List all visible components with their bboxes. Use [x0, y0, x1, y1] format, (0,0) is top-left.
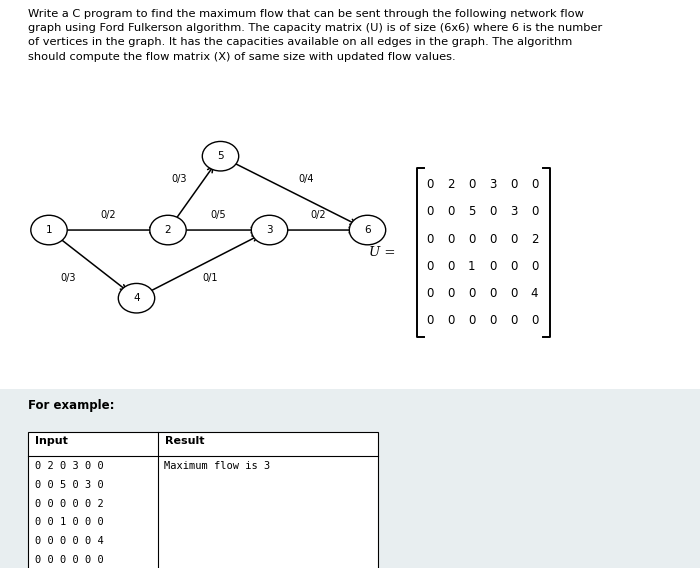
- Text: 0: 0: [468, 287, 475, 300]
- Text: 0/2: 0/2: [101, 210, 116, 220]
- Circle shape: [349, 215, 386, 245]
- Text: 0/3: 0/3: [61, 273, 76, 283]
- Text: 0 0 1 0 0 0: 0 0 1 0 0 0: [35, 517, 104, 528]
- Text: 0: 0: [426, 178, 433, 191]
- Text: 2: 2: [531, 233, 538, 245]
- Circle shape: [251, 215, 288, 245]
- Text: Result: Result: [164, 436, 204, 446]
- Text: 5: 5: [468, 206, 475, 218]
- Text: 0: 0: [531, 178, 538, 191]
- Text: 0/4: 0/4: [299, 174, 314, 184]
- Text: 0: 0: [447, 287, 454, 300]
- Text: 0: 0: [426, 260, 433, 273]
- Text: Maximum flow is 3: Maximum flow is 3: [164, 461, 271, 471]
- Text: 6: 6: [364, 225, 371, 235]
- Text: 0 0 5 0 3 0: 0 0 5 0 3 0: [35, 480, 104, 490]
- Text: 0: 0: [468, 178, 475, 191]
- Text: 0: 0: [531, 206, 538, 218]
- Text: 1: 1: [46, 225, 52, 235]
- Text: 0: 0: [468, 233, 475, 245]
- Text: 3: 3: [489, 178, 496, 191]
- Text: 0: 0: [489, 287, 496, 300]
- Text: 0: 0: [510, 287, 517, 300]
- Text: 0 0 0 0 0 4: 0 0 0 0 0 4: [35, 536, 104, 546]
- Text: 0: 0: [510, 178, 517, 191]
- Text: 5: 5: [217, 151, 224, 161]
- Text: 0: 0: [426, 206, 433, 218]
- Text: 0/5: 0/5: [211, 210, 226, 220]
- Text: 0: 0: [447, 233, 454, 245]
- Text: 0: 0: [489, 260, 496, 273]
- FancyBboxPatch shape: [0, 389, 700, 568]
- Text: 0 0 0 0 0 2: 0 0 0 0 0 2: [35, 499, 104, 509]
- Text: 3: 3: [266, 225, 273, 235]
- Circle shape: [150, 215, 186, 245]
- Text: For example:: For example:: [28, 399, 115, 412]
- Text: 0: 0: [426, 233, 433, 245]
- Text: 0/2: 0/2: [311, 210, 326, 220]
- Text: 0 0 0 0 0 0: 0 0 0 0 0 0: [35, 555, 104, 565]
- Text: 0: 0: [426, 315, 433, 327]
- Text: Input: Input: [35, 436, 68, 446]
- Text: 0: 0: [447, 315, 454, 327]
- Text: 0: 0: [531, 315, 538, 327]
- Text: 2: 2: [164, 225, 172, 235]
- Circle shape: [202, 141, 239, 171]
- Text: 0: 0: [510, 260, 517, 273]
- Text: 0: 0: [510, 315, 517, 327]
- Text: U =: U =: [369, 247, 396, 259]
- Circle shape: [31, 215, 67, 245]
- Text: 0/1: 0/1: [202, 273, 218, 283]
- Text: 0/3: 0/3: [172, 174, 187, 184]
- Text: 0: 0: [447, 260, 454, 273]
- Text: 0: 0: [447, 206, 454, 218]
- Text: 0: 0: [489, 233, 496, 245]
- Text: 3: 3: [510, 206, 517, 218]
- Text: 0 2 0 3 0 0: 0 2 0 3 0 0: [35, 461, 104, 471]
- Circle shape: [118, 283, 155, 313]
- Text: 0: 0: [489, 206, 496, 218]
- Text: 0: 0: [531, 260, 538, 273]
- Text: 1: 1: [468, 260, 475, 273]
- Text: Write a C program to find the maximum flow that can be sent through the followin: Write a C program to find the maximum fl…: [28, 9, 602, 62]
- Text: 0: 0: [489, 315, 496, 327]
- Text: 0: 0: [426, 287, 433, 300]
- Text: 0: 0: [510, 233, 517, 245]
- Text: 4: 4: [133, 293, 140, 303]
- Text: 2: 2: [447, 178, 454, 191]
- Text: 4: 4: [531, 287, 538, 300]
- FancyBboxPatch shape: [28, 432, 378, 568]
- Text: 0: 0: [468, 315, 475, 327]
